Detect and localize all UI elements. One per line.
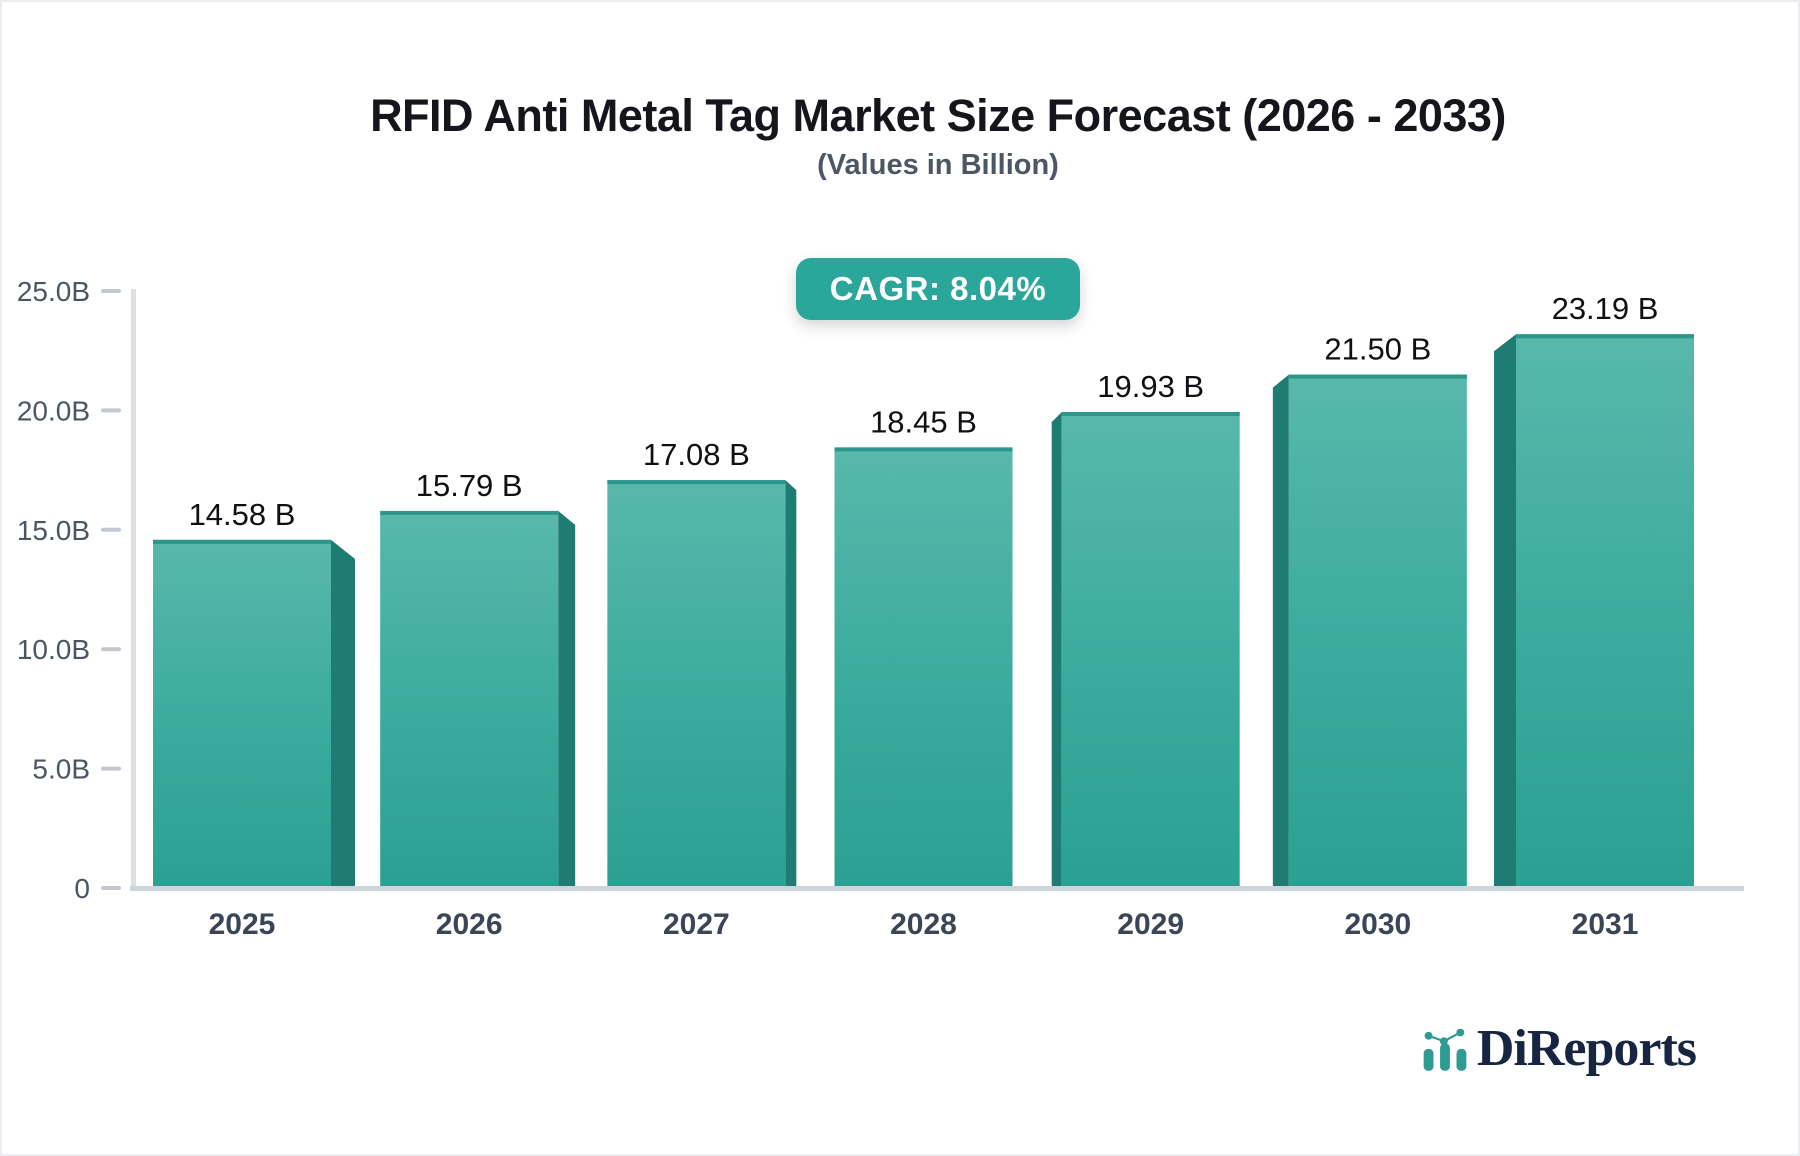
bar-front-face [834,447,1013,888]
bar-top-edge [153,539,331,544]
bar-value-label: 21.50 B [1324,332,1431,367]
x-tick-label: 2029 [1117,908,1184,941]
bar-side-face [558,510,576,888]
bar-front-face [607,480,786,888]
bar-2027: 17.08 B 2027 [607,437,797,941]
bar-top-edge [1516,334,1695,339]
chart-title: RFID Anti Metal Tag Market Size Forecast… [370,90,1506,141]
y-tick-label: 25.0B [17,276,90,307]
mini-bar-chart-logo-icon [1423,1028,1467,1071]
y-tick-label: 20.0B [17,395,90,426]
bar-top-edge [380,510,559,515]
x-tick-label: 2026 [436,908,503,941]
y-tick-label: 15.0B [17,515,90,546]
bar-value-label: 17.08 B [643,437,750,472]
x-tick-label: 2025 [209,908,276,941]
y-tick-label: 10.0B [17,634,90,665]
y-tick-label: 0 [74,873,90,904]
bar-top-edge [1061,412,1240,417]
bar-2026: 15.79 B 2026 [380,468,576,941]
x-tick-label: 2030 [1344,908,1411,941]
x-tick-label: 2028 [890,908,957,941]
bar-top-edge [1288,374,1467,379]
x-tick-label: 2027 [663,908,730,941]
x-tick-label: 2031 [1572,908,1639,941]
bar-2028: 18.45 B 2028 [834,404,1013,941]
bar-side-face [331,539,355,888]
x-axis-baseline [130,886,1744,891]
bar-side-face [1272,374,1289,889]
brand-name: DiReports [1476,1020,1697,1077]
bar-front-face [1288,374,1467,889]
bar-value-label: 15.79 B [416,468,523,503]
bar-side-face [785,480,797,888]
bar-value-label: 19.93 B [1097,369,1204,404]
bar-2030: 21.50 B 2030 [1272,332,1467,941]
bar-value-label: 23.19 B [1552,291,1659,326]
cagr-badge-row: CAGR: 8.04% [132,258,1744,320]
bar-2025: 14.58 B 2025 [153,497,355,941]
bar-front-face [380,510,559,888]
bar-top-edge [834,447,1013,452]
bar-value-label: 18.45 B [870,404,977,439]
bar-side-face [1051,412,1062,888]
bar-side-face [1494,334,1517,889]
bar-front-face [1061,412,1240,888]
bar-value-label: 14.58 B [189,497,296,532]
bar-2029: 19.93 B 2029 [1051,369,1240,941]
cagr-badge: CAGR: 8.04% [795,258,1081,320]
bar-front-face [1516,334,1695,889]
bar-front-face [153,539,331,888]
bar-2031: 23.19 B 2031 [1494,291,1695,941]
chart-subtitle: (Values in Billion) [817,149,1059,181]
direports-logo: DiReports [1422,1020,1697,1077]
bar-top-edge [607,480,786,485]
y-tick-label: 5.0B [32,754,90,785]
